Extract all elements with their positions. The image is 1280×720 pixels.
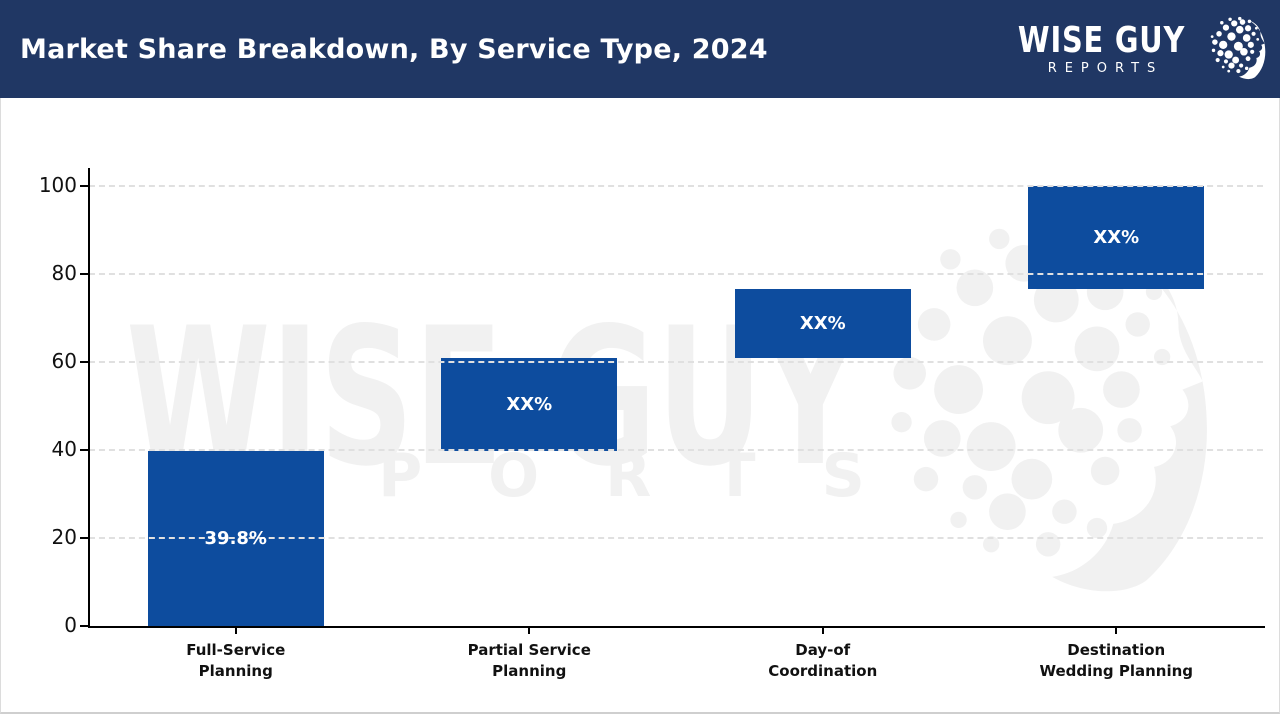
bar-day-of	[734, 288, 911, 358]
bar-value-label: 39.8%	[204, 527, 267, 549]
brand-logo: WISE GUY REPORTS	[997, 6, 1266, 92]
gridline	[89, 185, 1263, 187]
x-axis-line	[88, 626, 1265, 628]
x-tick-mark	[821, 628, 824, 634]
bottom-margin	[0, 714, 1280, 720]
header: Market Share Breakdown, By Service Type,…	[0, 0, 1280, 98]
bar-value-label: XX%	[1093, 226, 1140, 248]
y-axis-line	[88, 168, 90, 628]
y-tick-label: 60	[51, 349, 77, 373]
chart-area: WISE GUY REPORTS 0 20 40 60 80 100 39.8% Full-S…	[0, 98, 1280, 714]
x-category-label: Day-of Coordination	[768, 641, 878, 680]
gridline	[89, 361, 1263, 363]
x-tick-mark	[234, 628, 237, 634]
x-tick-mark	[1115, 628, 1118, 634]
dotted-head-icon	[1208, 10, 1266, 88]
y-tick-label: 80	[51, 261, 77, 285]
bar-value-label: XX%	[799, 312, 846, 334]
y-tick-label: 0	[64, 613, 77, 637]
y-tick-mark	[80, 185, 89, 187]
page-title: Market Share Breakdown, By Service Type,…	[20, 33, 768, 65]
bar-value-label: XX%	[506, 393, 553, 415]
y-tick-mark	[80, 361, 89, 363]
y-tick-label: 20	[51, 525, 77, 549]
x-tick-mark	[528, 628, 531, 634]
bar-partial-service	[441, 357, 618, 451]
gridline	[89, 537, 1263, 539]
y-tick-mark	[80, 449, 89, 451]
gridline	[89, 449, 1263, 451]
y-tick-label: 100	[38, 173, 77, 197]
gridline	[89, 273, 1263, 275]
logo-subtitle: REPORTS	[1047, 60, 1164, 76]
logo-wordmark: WISE GUY	[1017, 19, 1186, 61]
x-category-label: Destination Wedding Planning	[1039, 641, 1194, 680]
y-tick-label: 40	[51, 437, 77, 461]
y-tick-mark	[80, 625, 89, 627]
y-tick-mark	[80, 273, 89, 275]
x-category-label: Full-Service Planning	[186, 641, 286, 680]
x-category-label: Partial Service Planning	[467, 641, 591, 680]
bar-destination	[1028, 186, 1205, 289]
logo-text: WISE GUY REPORTS	[997, 19, 1206, 76]
y-tick-mark	[80, 537, 89, 539]
